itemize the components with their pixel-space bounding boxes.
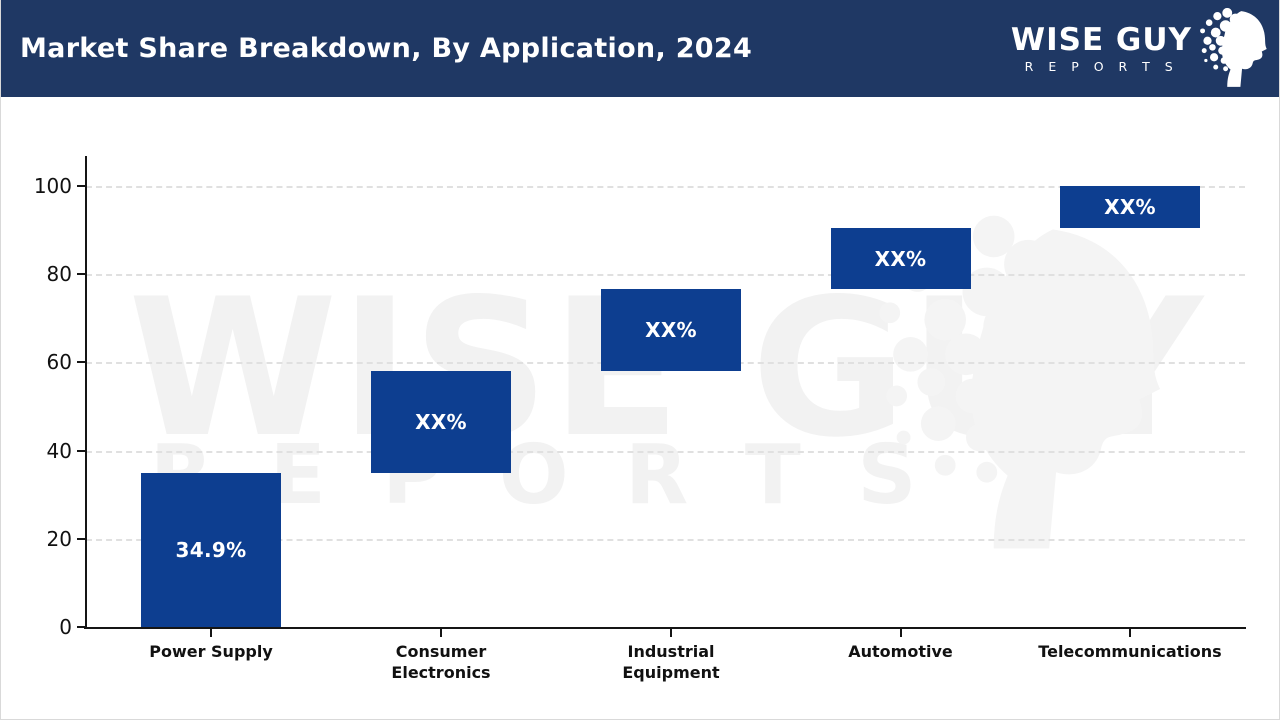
y-axis-tick-label: 100 xyxy=(33,174,72,198)
wise-guy-logo: WISE GUY R E P O R T S xyxy=(1011,7,1270,91)
y-axis-tick xyxy=(77,449,85,452)
x-axis-category-label: Power Supply xyxy=(149,642,273,661)
bar-value-label: XX% xyxy=(415,410,467,435)
bar-consumer-electronics: XX% xyxy=(371,371,511,474)
x-axis-category-label: Consumer Electronics xyxy=(391,642,491,682)
x-axis-tick xyxy=(440,629,442,637)
x-axis-category-label: Automotive xyxy=(848,642,953,661)
x-axis-tick xyxy=(899,629,902,637)
y-axis-tick xyxy=(77,626,85,628)
gridline xyxy=(86,186,1245,188)
logo-name: WISE GUY xyxy=(1010,21,1192,58)
header: Market Share Breakdown, By Application, … xyxy=(0,0,1280,97)
x-axis-line xyxy=(84,627,1246,629)
bar-automotive: XX% xyxy=(830,227,971,290)
y-axis-tick xyxy=(77,537,85,540)
bar-telecommunications: XX% xyxy=(1060,186,1200,228)
gridline xyxy=(86,274,1245,277)
bar-value-label: XX% xyxy=(874,246,927,271)
bar-value-label: 34.9% xyxy=(175,538,247,563)
x-axis-tick xyxy=(670,629,672,637)
y-axis-tick-label: 0 xyxy=(59,615,72,639)
gridline xyxy=(86,450,1245,453)
x-axis-tick xyxy=(1129,629,1131,637)
x-axis-tick xyxy=(210,629,212,637)
bar-power-supply: 34.9% xyxy=(141,473,281,627)
y-axis-tick xyxy=(77,185,85,187)
bar-industrial-equipment: XX% xyxy=(601,289,741,372)
page-title: Market Share Breakdown, By Application, … xyxy=(20,33,753,64)
gridline xyxy=(86,538,1245,541)
logo-text: WISE GUY R E P O R T S xyxy=(1011,24,1192,74)
x-axis-category-label: Industrial Equipment xyxy=(622,642,720,682)
y-axis-tick xyxy=(77,361,85,364)
y-axis-tick-label: 20 xyxy=(46,526,72,551)
y-axis-line xyxy=(85,156,87,629)
y-axis-tick-label: 40 xyxy=(46,438,72,463)
y-axis-tick xyxy=(77,273,85,276)
bar-value-label: XX% xyxy=(645,318,697,343)
y-axis-tick-label: 80 xyxy=(46,262,72,287)
logo-tagline: R E P O R T S xyxy=(1024,58,1179,74)
y-axis-tick-label: 60 xyxy=(46,350,72,375)
bar-value-label: XX% xyxy=(1104,194,1156,219)
x-axis-category-label: Telecommunications xyxy=(1038,642,1222,661)
dotted-head-icon xyxy=(1196,7,1270,91)
